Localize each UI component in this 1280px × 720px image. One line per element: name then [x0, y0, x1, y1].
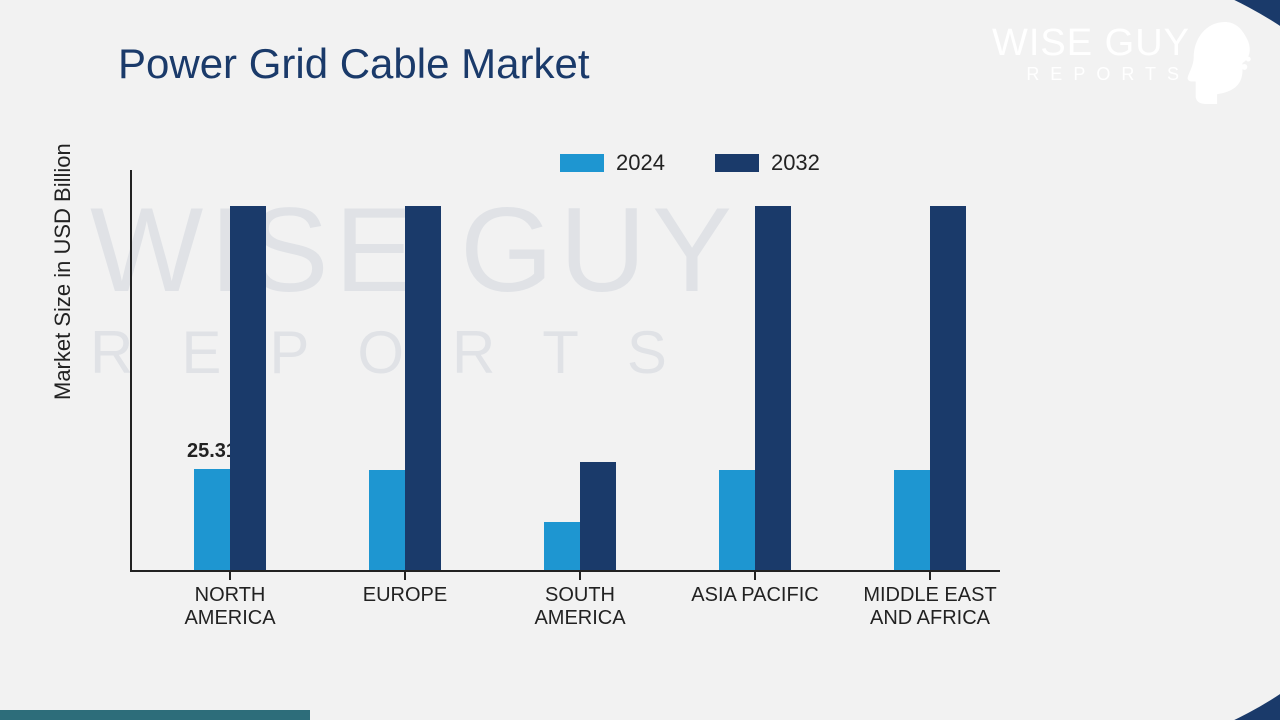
x-tick — [229, 570, 231, 580]
bar — [930, 206, 966, 570]
bottom-accent — [0, 710, 310, 720]
head-icon — [1182, 18, 1260, 108]
bar — [580, 462, 616, 570]
category-label: NORTH AMERICA — [160, 584, 300, 630]
bar — [544, 522, 580, 570]
logo-main: WISE GUY — [985, 24, 1190, 62]
y-axis-label: Market Size in USD Billion — [50, 143, 76, 400]
x-tick — [404, 570, 406, 580]
logo: WISE GUY REPORTS — [985, 24, 1260, 114]
bar — [194, 469, 230, 570]
x-tick — [579, 570, 581, 580]
bar — [755, 206, 791, 570]
page: WISE GUY REPORTS WISE GUY REPORTS Power … — [0, 0, 1280, 720]
x-tick — [754, 570, 756, 580]
bar — [894, 470, 930, 570]
x-axis — [130, 570, 1000, 572]
bar — [719, 470, 755, 570]
category-label: EUROPE — [335, 584, 475, 607]
x-tick — [929, 570, 931, 580]
logo-text: WISE GUY REPORTS — [985, 24, 1190, 85]
plot-area: 25.31 — [132, 170, 998, 570]
logo-sub: REPORTS — [985, 64, 1190, 85]
bar — [230, 206, 266, 570]
chart-title: Power Grid Cable Market — [118, 40, 590, 88]
chart: 2024 2032 Market Size in USD Billion 25.… — [60, 150, 1000, 680]
bar — [405, 206, 441, 570]
category-label: SOUTH AMERICA — [510, 584, 650, 630]
bar — [369, 470, 405, 570]
category-label: MIDDLE EAST AND AFRICA — [860, 584, 1000, 630]
category-label: ASIA PACIFIC — [685, 584, 825, 607]
